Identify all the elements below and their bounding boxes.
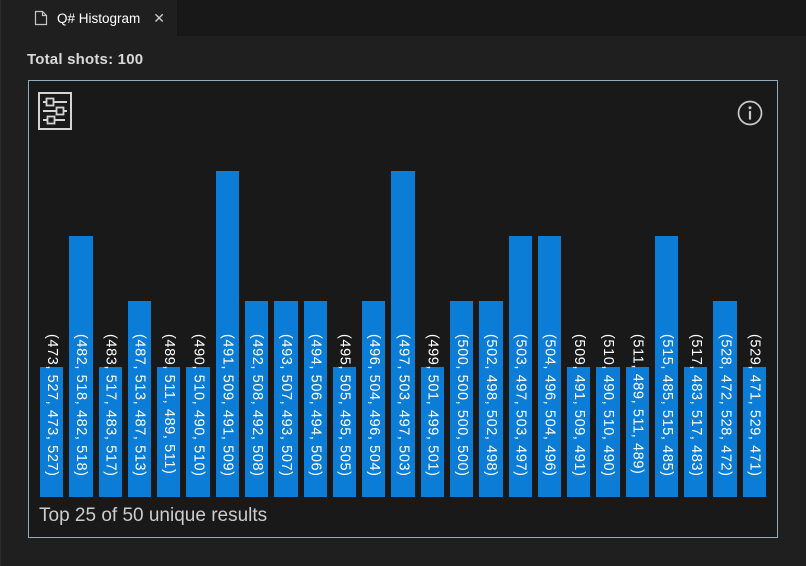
histogram-bar[interactable] [420, 366, 444, 497]
filter-sliders-icon[interactable] [38, 92, 72, 135]
tab-bar: Q# Histogram ✕ [1, 0, 806, 36]
histogram-bar[interactable] [244, 301, 269, 497]
histogram-bar[interactable] [127, 301, 152, 497]
file-icon [34, 10, 48, 26]
histogram-bar[interactable] [537, 236, 562, 497]
histogram-bar[interactable] [567, 366, 591, 497]
histogram-bar[interactable] [625, 366, 649, 497]
bars-row [37, 81, 769, 497]
histogram-bar[interactable] [274, 301, 298, 497]
histogram-bar[interactable] [654, 236, 679, 497]
histogram-bar[interactable] [684, 366, 708, 497]
histogram-bar[interactable] [713, 301, 737, 497]
histogram-bar[interactable] [391, 170, 415, 497]
histogram-bar[interactable] [596, 366, 620, 497]
histogram-bar[interactable] [215, 170, 239, 497]
total-shots-label: Total shots: 100 [27, 51, 144, 68]
histogram-bar[interactable] [303, 301, 327, 497]
histogram-bar[interactable] [186, 366, 210, 497]
histogram-bar[interactable] [479, 301, 503, 497]
close-icon[interactable]: ✕ [153, 10, 165, 26]
histogram-bar[interactable] [98, 366, 122, 497]
info-icon[interactable] [735, 98, 765, 133]
histogram-bar[interactable] [69, 236, 93, 497]
histogram-bar[interactable] [332, 366, 357, 497]
tab-title: Q# Histogram [57, 10, 141, 26]
results-caption: Top 25 of 50 unique results [39, 505, 268, 526]
histogram-bar[interactable] [40, 366, 64, 497]
histogram-bar[interactable] [508, 236, 532, 497]
histogram-bar[interactable] [157, 366, 181, 497]
histogram-panel: (473, 527, 473, 527) (482, 518, 482, 518)… [28, 80, 778, 538]
histogram-bar[interactable] [742, 366, 767, 497]
histogram-bar[interactable] [449, 301, 474, 497]
tab-qsharp-histogram[interactable]: Q# Histogram ✕ [1, 0, 178, 36]
histogram-bar[interactable] [362, 301, 386, 497]
